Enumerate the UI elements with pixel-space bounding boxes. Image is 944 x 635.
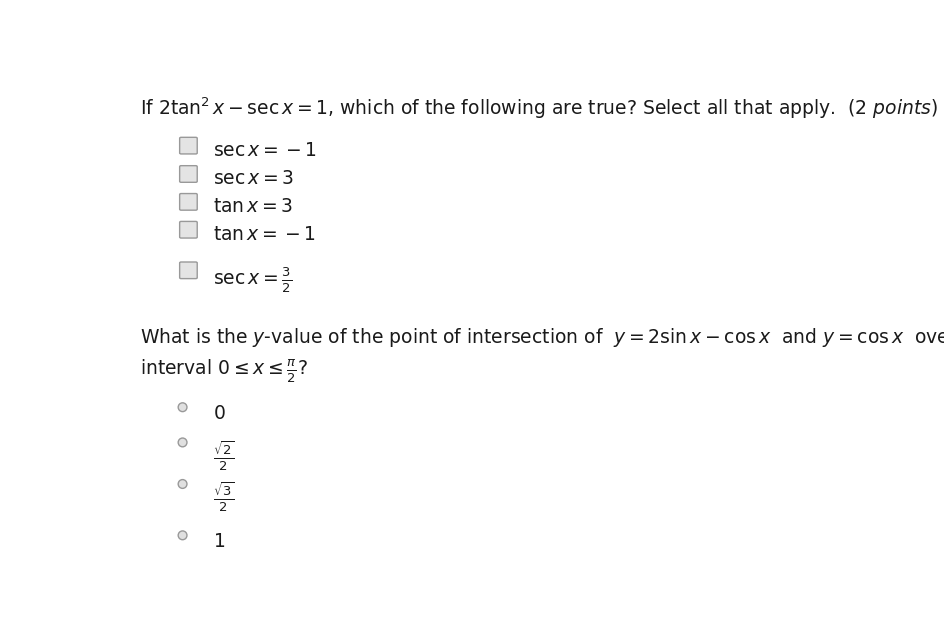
Text: interval $0 \leq x \leq \frac{\pi}{2}$?: interval $0 \leq x \leq \frac{\pi}{2}$?: [140, 358, 308, 385]
Ellipse shape: [178, 479, 187, 488]
Ellipse shape: [178, 403, 187, 411]
Text: What is the $y$-value of the point of intersection of  $y = 2\sin x - \cos x$  a: What is the $y$-value of the point of in…: [140, 326, 944, 349]
Text: $\frac{\sqrt{3}}{2}$: $\frac{\sqrt{3}}{2}$: [213, 481, 234, 514]
FancyBboxPatch shape: [179, 262, 197, 279]
Text: $\frac{\sqrt{2}}{2}$: $\frac{\sqrt{2}}{2}$: [213, 439, 234, 472]
Text: $\sec x = \frac{3}{2}$: $\sec x = \frac{3}{2}$: [213, 265, 292, 295]
Text: $0$: $0$: [213, 404, 226, 423]
Text: $\tan x = 3$: $\tan x = 3$: [213, 197, 294, 216]
Text: If $2\tan^2 x-\sec x = 1$, which of the following are true? Select all that appl: If $2\tan^2 x-\sec x = 1$, which of the …: [140, 96, 937, 121]
Text: $1$: $1$: [213, 532, 226, 551]
Text: $\sec x = -1$: $\sec x = -1$: [213, 141, 317, 160]
FancyBboxPatch shape: [179, 194, 197, 210]
FancyBboxPatch shape: [179, 137, 197, 154]
Ellipse shape: [178, 531, 187, 540]
FancyBboxPatch shape: [179, 222, 197, 238]
Text: $\tan x = -1$: $\tan x = -1$: [213, 225, 316, 244]
Ellipse shape: [178, 438, 187, 447]
Text: $\sec x = 3$: $\sec x = 3$: [213, 169, 295, 188]
FancyBboxPatch shape: [179, 166, 197, 182]
